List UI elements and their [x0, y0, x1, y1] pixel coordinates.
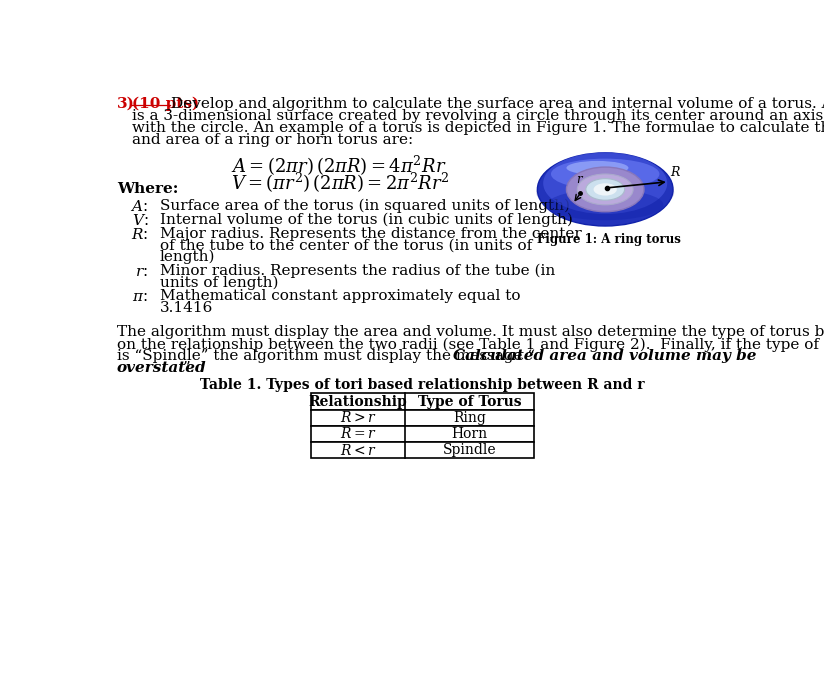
Text: with the circle. An example of a torus is depicted in Figure 1. The formulae to : with the circle. An example of a torus i…: [132, 121, 824, 135]
Text: Major radius. Represents the distance from the center: Major radius. Represents the distance fr…: [160, 227, 581, 240]
Text: $V$:: $V$:: [132, 213, 148, 228]
Bar: [311, 426, 534, 442]
Text: Figure 1: A ring torus: Figure 1: A ring torus: [537, 233, 681, 245]
Text: Horn: Horn: [452, 427, 488, 441]
Ellipse shape: [566, 167, 644, 212]
Text: $A = (2\pi r)\,(2\pi R) = 4\pi^2 Rr$: $A = (2\pi r)\,(2\pi R) = 4\pi^2 Rr$: [231, 155, 447, 178]
Ellipse shape: [593, 183, 617, 195]
Text: $A$:: $A$:: [130, 199, 148, 214]
Text: (10 pts): (10 pts): [132, 97, 199, 112]
Text: $R$: $R$: [670, 165, 681, 179]
Text: overstated: overstated: [117, 361, 207, 375]
Text: and area of a ring or horn torus are:: and area of a ring or horn torus are:: [132, 133, 413, 147]
Text: $R$:: $R$:: [131, 227, 148, 242]
Ellipse shape: [543, 152, 667, 214]
Ellipse shape: [547, 189, 663, 220]
Text: Ring: Ring: [453, 411, 486, 425]
Bar: [311, 410, 534, 426]
Text: Minor radius. Represents the radius of the tube (in: Minor radius. Represents the radius of t…: [160, 264, 555, 278]
Text: Spindle: Spindle: [442, 443, 496, 457]
Text: 3): 3): [117, 97, 135, 111]
Text: Surface area of the torus (in squared units of length): Surface area of the torus (in squared un…: [160, 199, 569, 213]
Ellipse shape: [578, 174, 633, 205]
Text: units of length): units of length): [160, 275, 278, 290]
Text: Table 1. Types of tori based relationship between R and r: Table 1. Types of tori based relationshi…: [200, 378, 644, 392]
Text: $R = r$: $R = r$: [339, 426, 377, 441]
Ellipse shape: [537, 153, 673, 226]
Text: on the relationship between the two radii (see Table 1 and Figure 2).  Finally, : on the relationship between the two radi…: [117, 337, 824, 351]
Ellipse shape: [536, 170, 674, 215]
Text: is “Spindle” the algorithm must display the message “: is “Spindle” the algorithm must display …: [117, 349, 535, 363]
Text: Relationship: Relationship: [309, 394, 407, 409]
Text: $R > r$: $R > r$: [339, 410, 377, 426]
Ellipse shape: [551, 159, 659, 189]
Text: length): length): [160, 250, 215, 264]
Bar: [311, 394, 534, 410]
Text: Type of Torus: Type of Torus: [418, 394, 522, 409]
Text: $r$: $r$: [576, 173, 584, 186]
Text: $V = (\pi r^2)\,(2\pi R) = 2\pi^2 Rr^2$: $V = (\pi r^2)\,(2\pi R) = 2\pi^2 Rr^2$: [231, 171, 450, 195]
Text: $R < r$: $R < r$: [339, 443, 377, 457]
Text: The algorithm must display the area and volume. It must also determine the type : The algorithm must display the area and …: [117, 325, 824, 340]
Text: Mathematical constant approximately equal to: Mathematical constant approximately equa…: [160, 289, 520, 303]
Text: Internal volume of the torus (in cubic units of length): Internal volume of the torus (in cubic u…: [160, 213, 573, 227]
Ellipse shape: [566, 161, 629, 175]
Text: $π$:: $π$:: [133, 289, 148, 304]
Text: Calculated area and volume may be: Calculated area and volume may be: [453, 349, 756, 363]
Text: Develop and algorithm to calculate the surface area and internal volume of a tor: Develop and algorithm to calculate the s…: [171, 97, 824, 111]
Text: ”.: ”.: [183, 361, 195, 375]
Ellipse shape: [586, 179, 625, 200]
Text: Where:: Where:: [117, 182, 178, 196]
Text: 3.1416: 3.1416: [160, 301, 213, 315]
Text: is a 3-dimensional surface created by revolving a circle through its center arou: is a 3-dimensional surface created by re…: [132, 109, 824, 123]
Text: $r$:: $r$:: [135, 264, 148, 279]
Bar: [311, 442, 534, 458]
Text: of the tube to the center of the torus (in units of: of the tube to the center of the torus (…: [160, 238, 531, 252]
